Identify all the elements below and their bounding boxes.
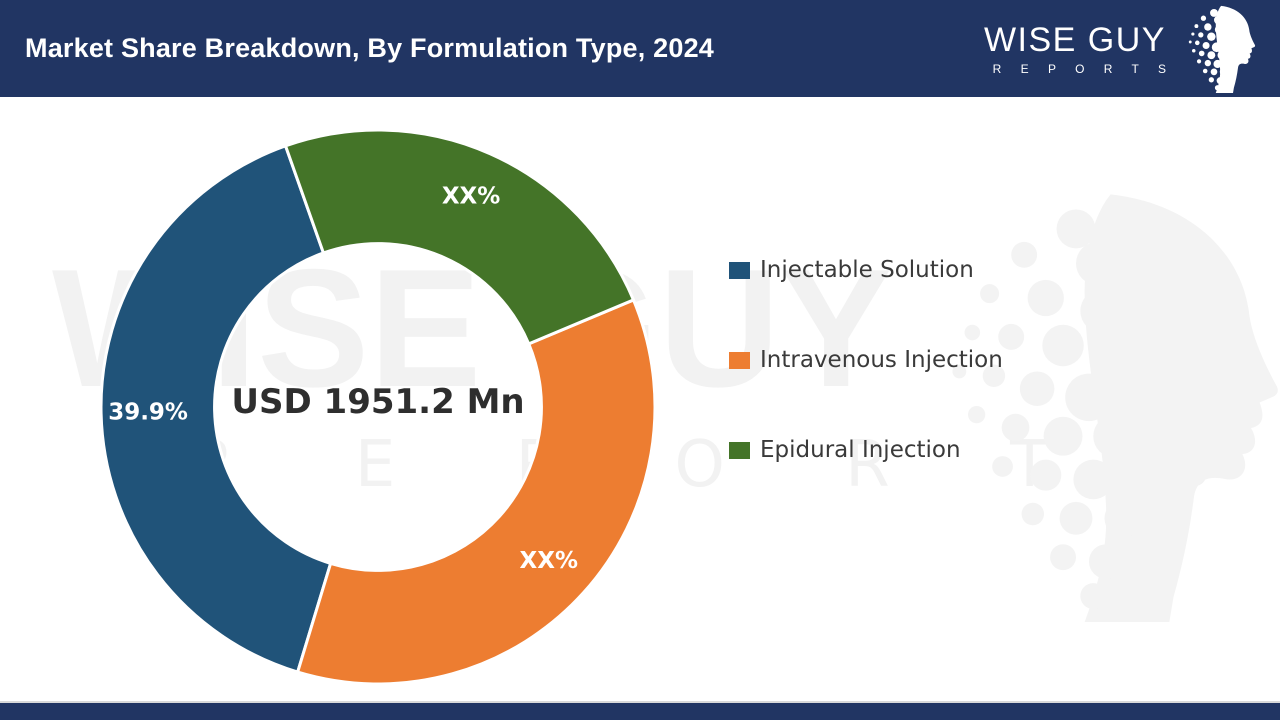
logo-face-icon [1170, 5, 1258, 93]
page-title: Market Share Breakdown, By Formulation T… [25, 33, 715, 63]
legend-label: Epidural Injection [760, 437, 961, 463]
logo-wordmark: WISE GUY [983, 20, 1166, 59]
legend-label: Injectable Solution [760, 257, 974, 283]
header-bar: Market Share Breakdown, By Formulation T… [0, 0, 1280, 97]
legend-swatch [729, 351, 750, 369]
slice-label: XX% [442, 184, 501, 210]
legend-swatch [729, 261, 750, 279]
legend-swatch [729, 441, 750, 459]
wise-guy-logo: WISE GUY R E P O R T S [984, 5, 1258, 93]
footer-bar [0, 703, 1280, 720]
slice-label: 39.9% [108, 399, 188, 425]
donut-slice [296, 298, 657, 686]
legend-item-injectable-solution: Injectable Solution [729, 252, 1003, 288]
donut-slice [284, 128, 635, 346]
footer-separator [0, 701, 1280, 703]
donut-slice [99, 144, 333, 674]
chart-legend: Injectable Solution Intravenous Injectio… [729, 252, 1003, 522]
legend-item-intravenous-injection: Intravenous Injection [729, 342, 1003, 378]
chart-center-value: USD 1951.2 Mn [231, 382, 525, 422]
legend-label: Intravenous Injection [760, 347, 1003, 373]
legend-item-epidural-injection: Epidural Injection [729, 432, 1003, 468]
slice-label: XX% [520, 548, 579, 574]
logo-subtitle: R E P O R T S [992, 61, 1174, 76]
